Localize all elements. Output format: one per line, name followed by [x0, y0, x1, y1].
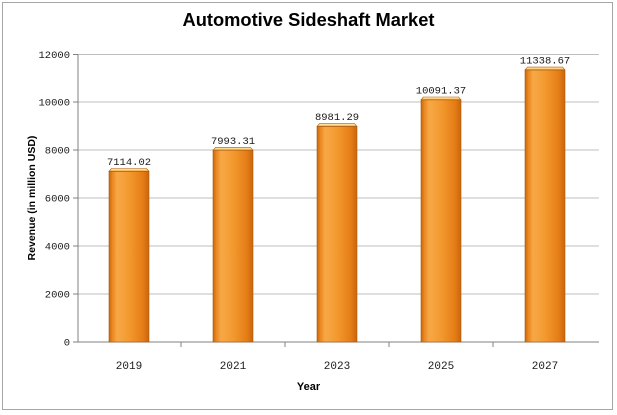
svg-text:2000: 2000 [45, 290, 70, 302]
svg-text:2027: 2027 [532, 361, 558, 373]
svg-text:12000: 12000 [38, 50, 70, 62]
svg-text:10091.37: 10091.37 [416, 86, 466, 98]
svg-text:2021: 2021 [220, 361, 247, 373]
svg-text:2019: 2019 [116, 361, 142, 373]
svg-text:7114.02: 7114.02 [107, 157, 151, 169]
svg-text:7993.31: 7993.31 [211, 136, 255, 148]
svg-text:2025: 2025 [428, 361, 454, 373]
svg-text:6000: 6000 [45, 194, 70, 206]
svg-text:11338.67: 11338.67 [520, 56, 570, 68]
svg-text:4000: 4000 [45, 242, 70, 254]
svg-text:10000: 10000 [38, 98, 70, 110]
svg-text:8000: 8000 [45, 146, 70, 158]
svg-text:8981.29: 8981.29 [315, 112, 359, 124]
svg-text:2023: 2023 [324, 361, 350, 373]
svg-text:0: 0 [64, 338, 70, 350]
